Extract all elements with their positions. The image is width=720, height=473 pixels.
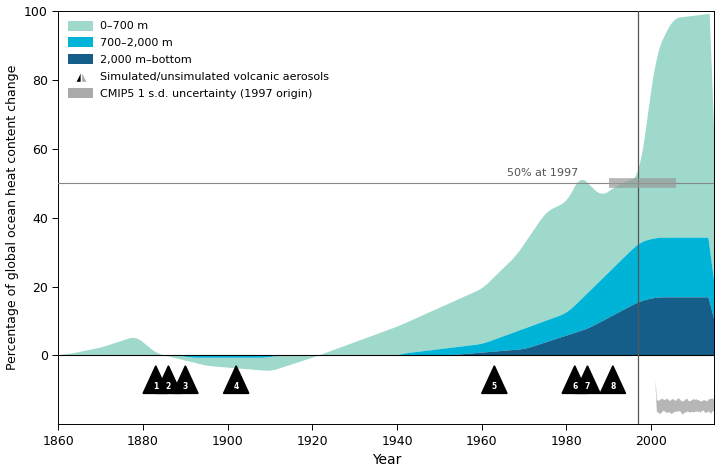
Polygon shape xyxy=(156,366,181,394)
Text: 2: 2 xyxy=(166,382,171,391)
Text: 1: 1 xyxy=(153,382,158,391)
Legend: 0–700 m, 700–2,000 m, 2,000 m–bottom, Simulated/unsimulated volcanic aerosols, C: 0–700 m, 700–2,000 m, 2,000 m–bottom, Si… xyxy=(64,16,333,103)
Text: 7: 7 xyxy=(585,382,590,391)
Polygon shape xyxy=(143,366,168,394)
Polygon shape xyxy=(562,366,588,394)
Polygon shape xyxy=(223,366,249,394)
Text: 5: 5 xyxy=(492,382,497,391)
Polygon shape xyxy=(575,366,600,394)
Text: 6: 6 xyxy=(572,382,577,391)
Text: 50% at 1997: 50% at 1997 xyxy=(507,168,578,178)
Polygon shape xyxy=(600,366,626,394)
Polygon shape xyxy=(482,366,507,394)
Text: 3: 3 xyxy=(183,382,188,391)
X-axis label: Year: Year xyxy=(372,454,401,467)
Text: 8: 8 xyxy=(610,382,616,391)
Text: 4: 4 xyxy=(233,382,239,391)
Polygon shape xyxy=(173,366,198,394)
Y-axis label: Percentage of global ocean heat content change: Percentage of global ocean heat content … xyxy=(6,65,19,370)
